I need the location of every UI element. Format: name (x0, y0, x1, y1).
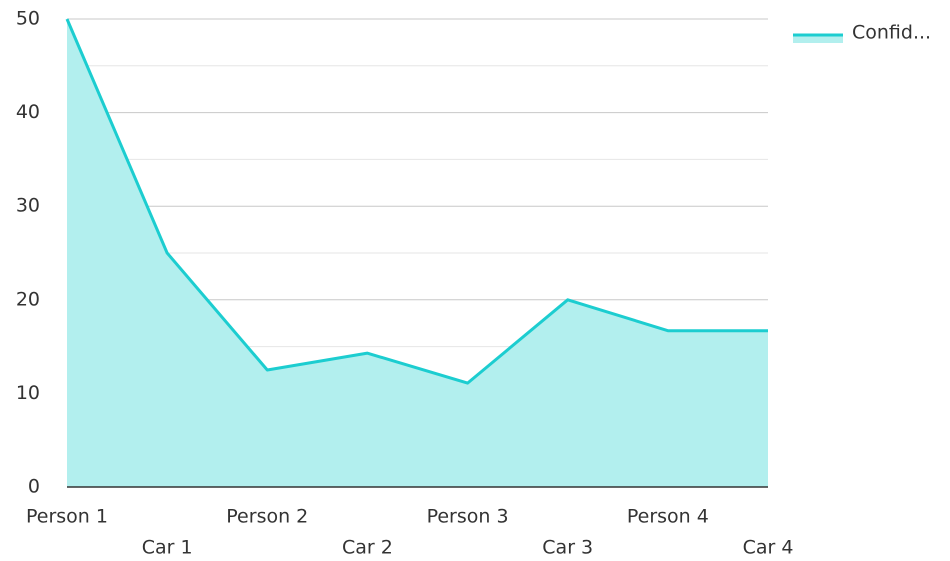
area (67, 19, 768, 487)
x-tick-label: Car 2 (342, 537, 393, 559)
x-tick-label: Car 1 (142, 537, 193, 559)
x-tick-label: Person 2 (226, 506, 308, 528)
x-tick-label: Person 4 (627, 506, 709, 528)
x-tick-label: Car 4 (743, 537, 794, 559)
x-tick-label: Person 1 (26, 506, 108, 528)
line (65, 18, 768, 385)
legend-swatch (793, 35, 843, 43)
y-tick-label: 40 (16, 101, 40, 123)
x-tick-label: Person 3 (427, 506, 509, 528)
y-tick-label: 30 (16, 195, 40, 217)
y-tick-label: 50 (16, 8, 40, 30)
y-tick-label: 10 (16, 382, 40, 404)
y-tick-label: 0 (28, 476, 40, 498)
legend-label: Confid... (852, 22, 931, 44)
y-tick-label: 20 (16, 288, 40, 310)
x-tick-label: Car 3 (542, 537, 593, 559)
